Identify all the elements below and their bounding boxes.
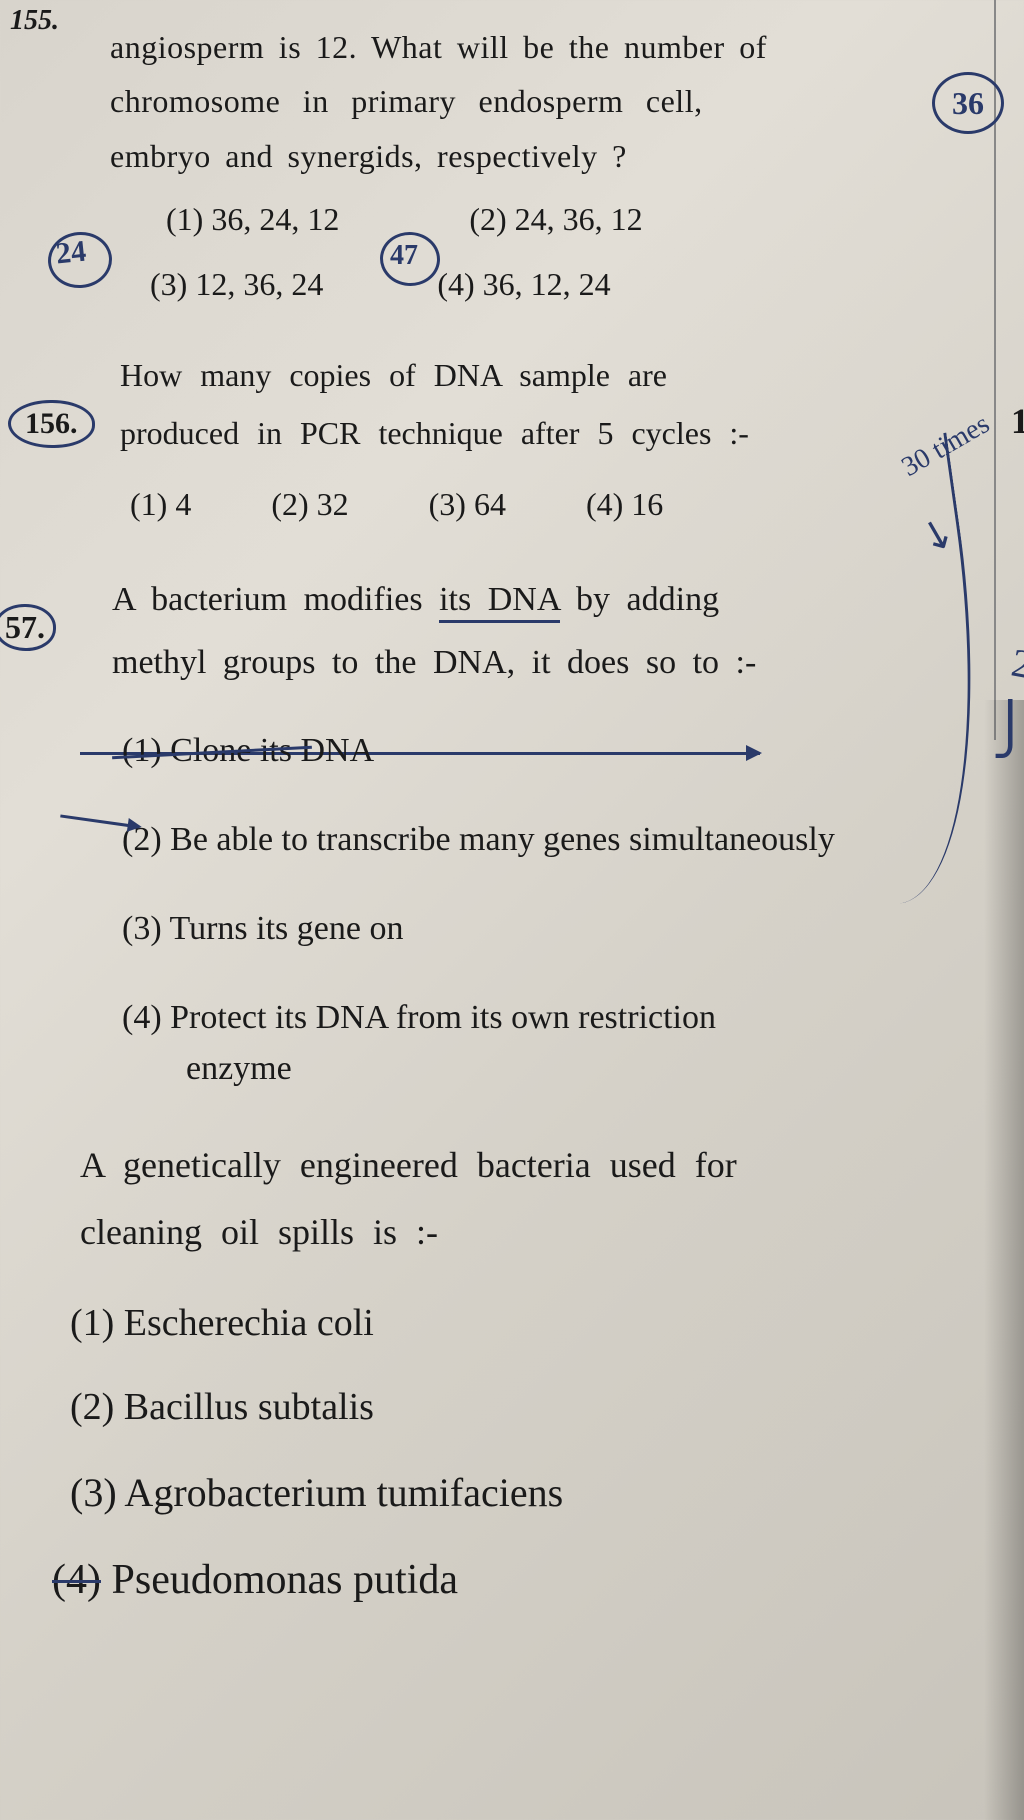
q155-options-row1: (1) 36, 24, 12 (2) 24, 36, 12 [120, 201, 984, 238]
q158-line2: cleaning oil spills is :- [80, 1199, 984, 1266]
q156-number: 156. [8, 400, 95, 448]
q158-opt3: (3) Agrobacterium tumifaciens [70, 1469, 984, 1516]
q157-opt1-text: (1) Clone its DNA [122, 732, 374, 769]
exam-page: 155. angiosperm is 12. What will be the … [0, 0, 1024, 1664]
q156-opt1: (1) 4 [130, 486, 191, 523]
q155-opt1: (1) 36, 24, 12 [166, 201, 339, 238]
q156-line1: How many copies of DNA sample are [120, 347, 984, 405]
q158-block: A genetically engineered bacteria used f… [50, 1132, 984, 1604]
q155-line1: angiosperm is 12. What will be the numbe… [110, 20, 924, 74]
q157-underlined: its DNA [439, 581, 559, 623]
q158-opt2: (2) Bacillus subtalis [70, 1385, 984, 1429]
q158-opt4: (4) Pseudomonas putida [52, 1556, 984, 1604]
q157-opt4b: enzyme [186, 1043, 984, 1094]
q157-number: 57. [0, 604, 56, 651]
q156-opt2: (2) 32 [271, 486, 348, 523]
q155-opt4: (4) 36, 12, 24 [437, 266, 610, 303]
handwritten-margin-2: 2 [1008, 639, 1024, 689]
handwritten-bracket: ⎭ [992, 700, 1024, 758]
q157-line1c: by adding [560, 581, 720, 618]
q156-opt4: (4) 16 [586, 486, 663, 523]
q158-line1: A genetically engineered bacteria used f… [80, 1132, 984, 1199]
q158-options: (1) Escherechia coli (2) Bacillus subtal… [70, 1301, 984, 1604]
q155-options-row2: (3) 12, 36, 24 (4) 36, 12, 24 [120, 266, 984, 303]
q157-opt2: (2) Be able to transcribe many genes sim… [122, 814, 984, 865]
q155-line2: chromosome in primary endosperm cell, [110, 74, 924, 128]
q157-opt4a: (4) Protect its DNA from its own restric… [122, 992, 984, 1043]
handwritten-margin-1: 1 [1011, 400, 1024, 442]
q158-opt4-text: Pseudomonas putida [101, 1557, 458, 1603]
q157-opt3: (3) Turns its gene on [122, 903, 984, 954]
handwritten-47: 47 [390, 240, 418, 272]
q155-line3: embryo and synergids, respectively ? [110, 129, 924, 183]
annotation-circle-36: 36 [932, 72, 1004, 134]
q157-opt4: (4) Protect its DNA from its own restric… [122, 992, 984, 1094]
q155-number: 155. [10, 5, 59, 37]
page-shadow [984, 700, 1024, 1820]
q155-opt3: (3) 12, 36, 24 [150, 266, 323, 303]
q157-line1a: A bacterium modifies [112, 581, 439, 618]
handwritten-24: 24 [54, 235, 87, 272]
q156-opt3: (3) 64 [429, 486, 506, 523]
q155-opt2: (2) 24, 36, 12 [469, 201, 642, 238]
q158-opt4-strike: (4) [52, 1557, 101, 1603]
q158-opt1: (1) Escherechia coli [70, 1301, 984, 1345]
